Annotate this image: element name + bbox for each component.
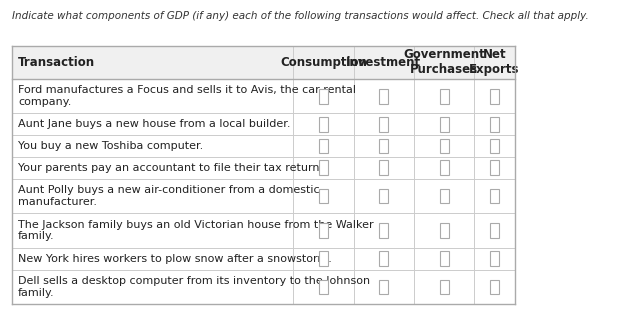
Text: Aunt Jane buys a new house from a local builder.: Aunt Jane buys a new house from a local … [18, 119, 291, 129]
Bar [379, 223, 388, 238]
Bar [319, 89, 328, 104]
Text: Ford manufactures a Focus and sells it to Avis, the car rental
company.: Ford manufactures a Focus and sells it t… [18, 85, 356, 107]
Bar [490, 223, 499, 238]
Bar [490, 188, 499, 203]
Bar [440, 117, 449, 132]
Bar [379, 117, 388, 132]
Bar [490, 251, 499, 266]
Bar [379, 188, 388, 203]
Bar [379, 139, 388, 154]
Text: Dell sells a desktop computer from its inventory to the Johnson
family.: Dell sells a desktop computer from its i… [18, 276, 370, 298]
Text: You buy a new Toshiba computer.: You buy a new Toshiba computer. [18, 141, 203, 151]
Bar [319, 160, 328, 175]
Bar [319, 188, 328, 203]
Bar [12, 46, 515, 79]
Text: Investment: Investment [346, 56, 421, 69]
Bar [490, 89, 499, 104]
Text: Transaction: Transaction [18, 56, 95, 69]
Bar [379, 251, 388, 266]
Text: Government
Purchases: Government Purchases [403, 48, 485, 76]
Bar [490, 117, 499, 132]
Bar [440, 280, 449, 295]
Text: Aunt Polly buys a new air-conditioner from a domestic
manufacturer.: Aunt Polly buys a new air-conditioner fr… [18, 185, 319, 207]
Bar [440, 89, 449, 104]
Text: Your parents pay an accountant to file their tax returns.: Your parents pay an accountant to file t… [18, 163, 329, 173]
Bar [319, 139, 328, 154]
Text: The Jackson family buys an old Victorian house from the Walker
family.: The Jackson family buys an old Victorian… [18, 220, 374, 241]
Bar [379, 280, 388, 295]
Text: Consumption: Consumption [280, 56, 367, 69]
Bar [440, 223, 449, 238]
Bar [379, 160, 388, 175]
Bar [319, 223, 328, 238]
Bar [379, 89, 388, 104]
Bar [490, 160, 499, 175]
Bar [440, 188, 449, 203]
Text: Net
Exports: Net Exports [469, 48, 520, 76]
Bar [319, 280, 328, 295]
Bar [319, 117, 328, 132]
Bar [319, 251, 328, 266]
Bar [440, 160, 449, 175]
Bar [12, 46, 515, 305]
Bar [490, 139, 499, 154]
Bar [490, 280, 499, 295]
Bar [440, 251, 449, 266]
Bar [440, 139, 449, 154]
Text: New York hires workers to plow snow after a snowstorm.: New York hires workers to plow snow afte… [18, 254, 332, 264]
Text: Indicate what components of GDP (if any) each of the following transactions woul: Indicate what components of GDP (if any)… [12, 11, 588, 21]
